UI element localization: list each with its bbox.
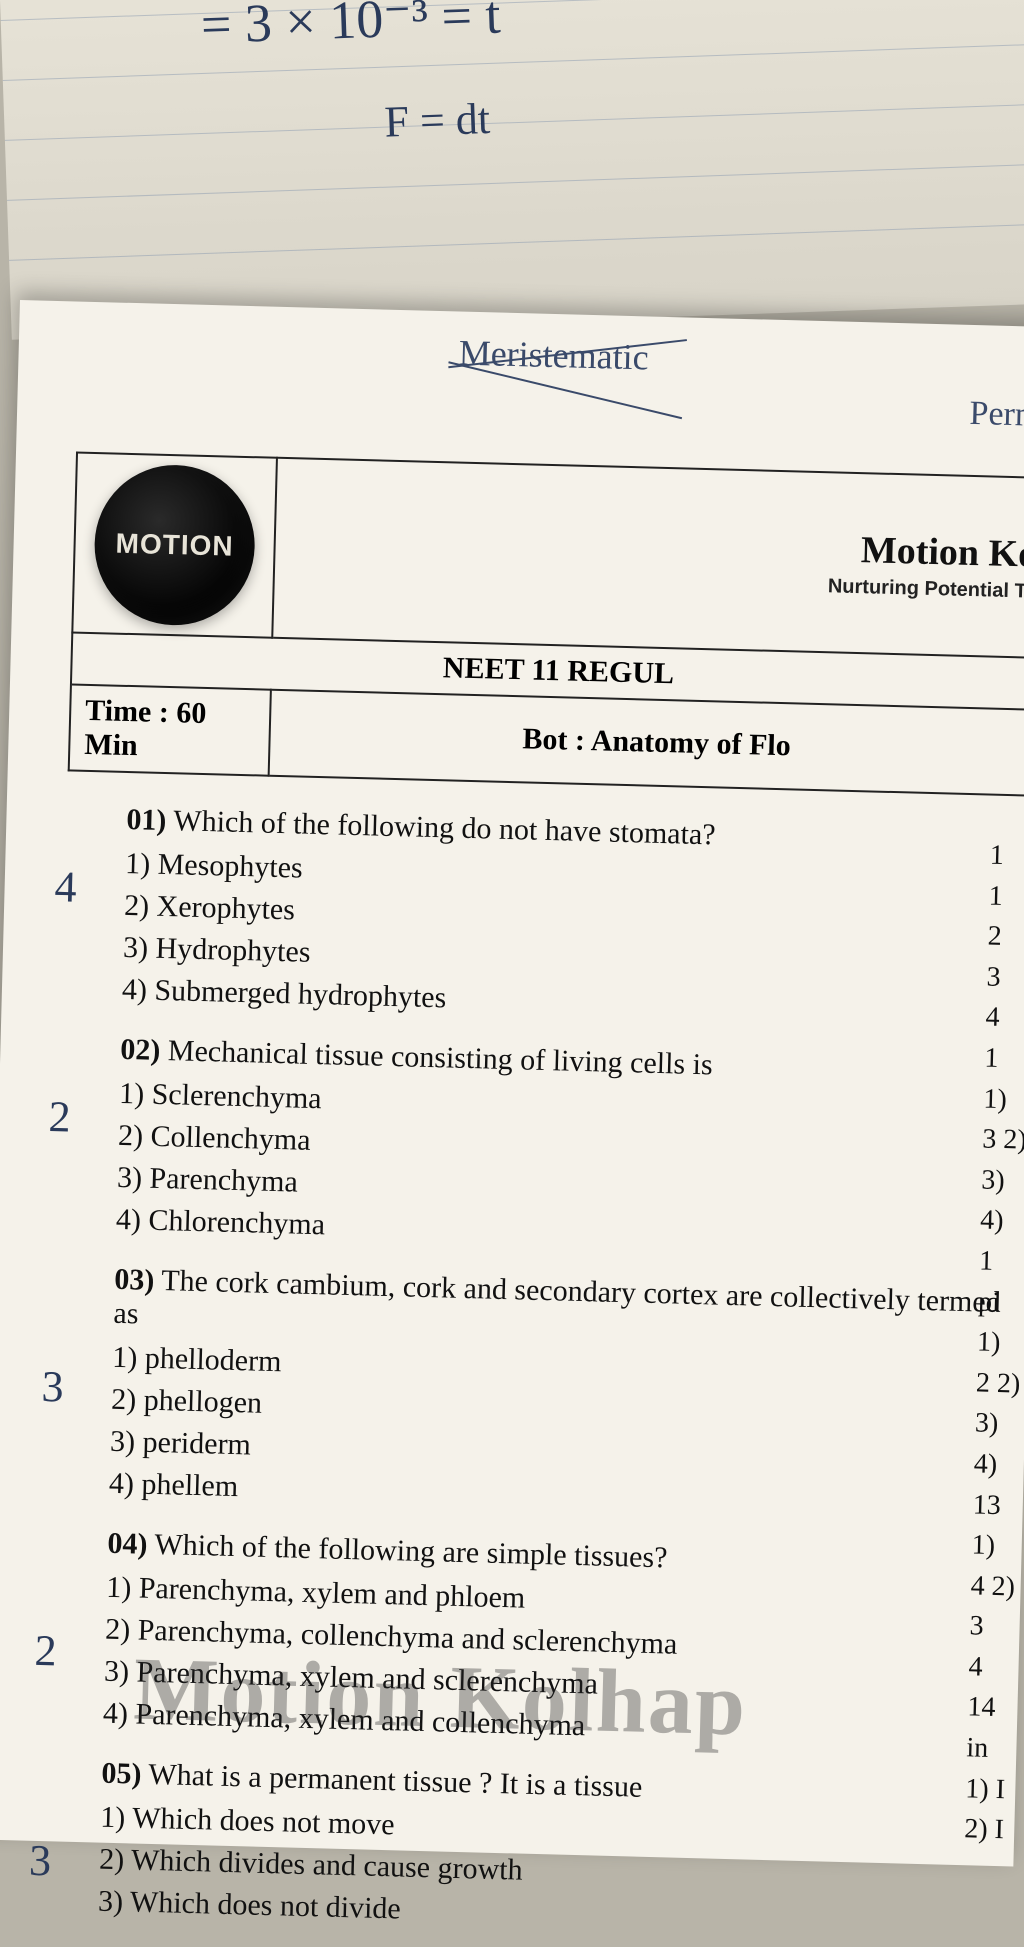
- hand-answer-mark: 2: [48, 1091, 71, 1143]
- hand-answer-mark: 4: [54, 861, 77, 913]
- logo-cell: MOTION: [72, 453, 277, 638]
- question-1: 4 01) Which of the following do not have…: [61, 801, 1024, 1034]
- org-cell: Motion Kol Nurturing Potential Thr: [272, 458, 1024, 658]
- motion-logo: MOTION: [93, 463, 257, 627]
- question-2: 2 02) Mechanical tissue consisting of li…: [55, 1031, 1024, 1264]
- question-paper: Meristematic Perm MOTION Motion Kol Nurt…: [0, 300, 1024, 1867]
- time-label: Time : 60 Min: [69, 684, 271, 775]
- question-5: 3 05) What is a permanent tissue ? It is…: [38, 1755, 1006, 1946]
- notebook-background: = 3 × 10⁻³ = t F = dt: [0, 0, 1024, 340]
- header-table: MOTION Motion Kol Nurturing Potential Th…: [68, 452, 1024, 797]
- question-3: 3 03) The cork cambium, cork and seconda…: [49, 1261, 1019, 1528]
- hand-answer-mark: 2: [34, 1625, 57, 1677]
- handwriting-perm: Perm: [969, 395, 1024, 435]
- handwriting-equation-sub: F = dt: [384, 93, 491, 148]
- question-4: 2 04) Which of the following are simple …: [42, 1525, 1011, 1758]
- hand-answer-mark: 3: [41, 1361, 64, 1413]
- hand-answer-mark: 3: [28, 1835, 51, 1887]
- handwriting-equation-main: = 3 × 10⁻³ = t: [200, 0, 502, 56]
- subject-label: Bot : Anatomy of Flo: [269, 690, 1024, 796]
- logo-text: MOTION: [115, 528, 234, 563]
- questions-container: 4 01) Which of the following do not have…: [38, 801, 1024, 1946]
